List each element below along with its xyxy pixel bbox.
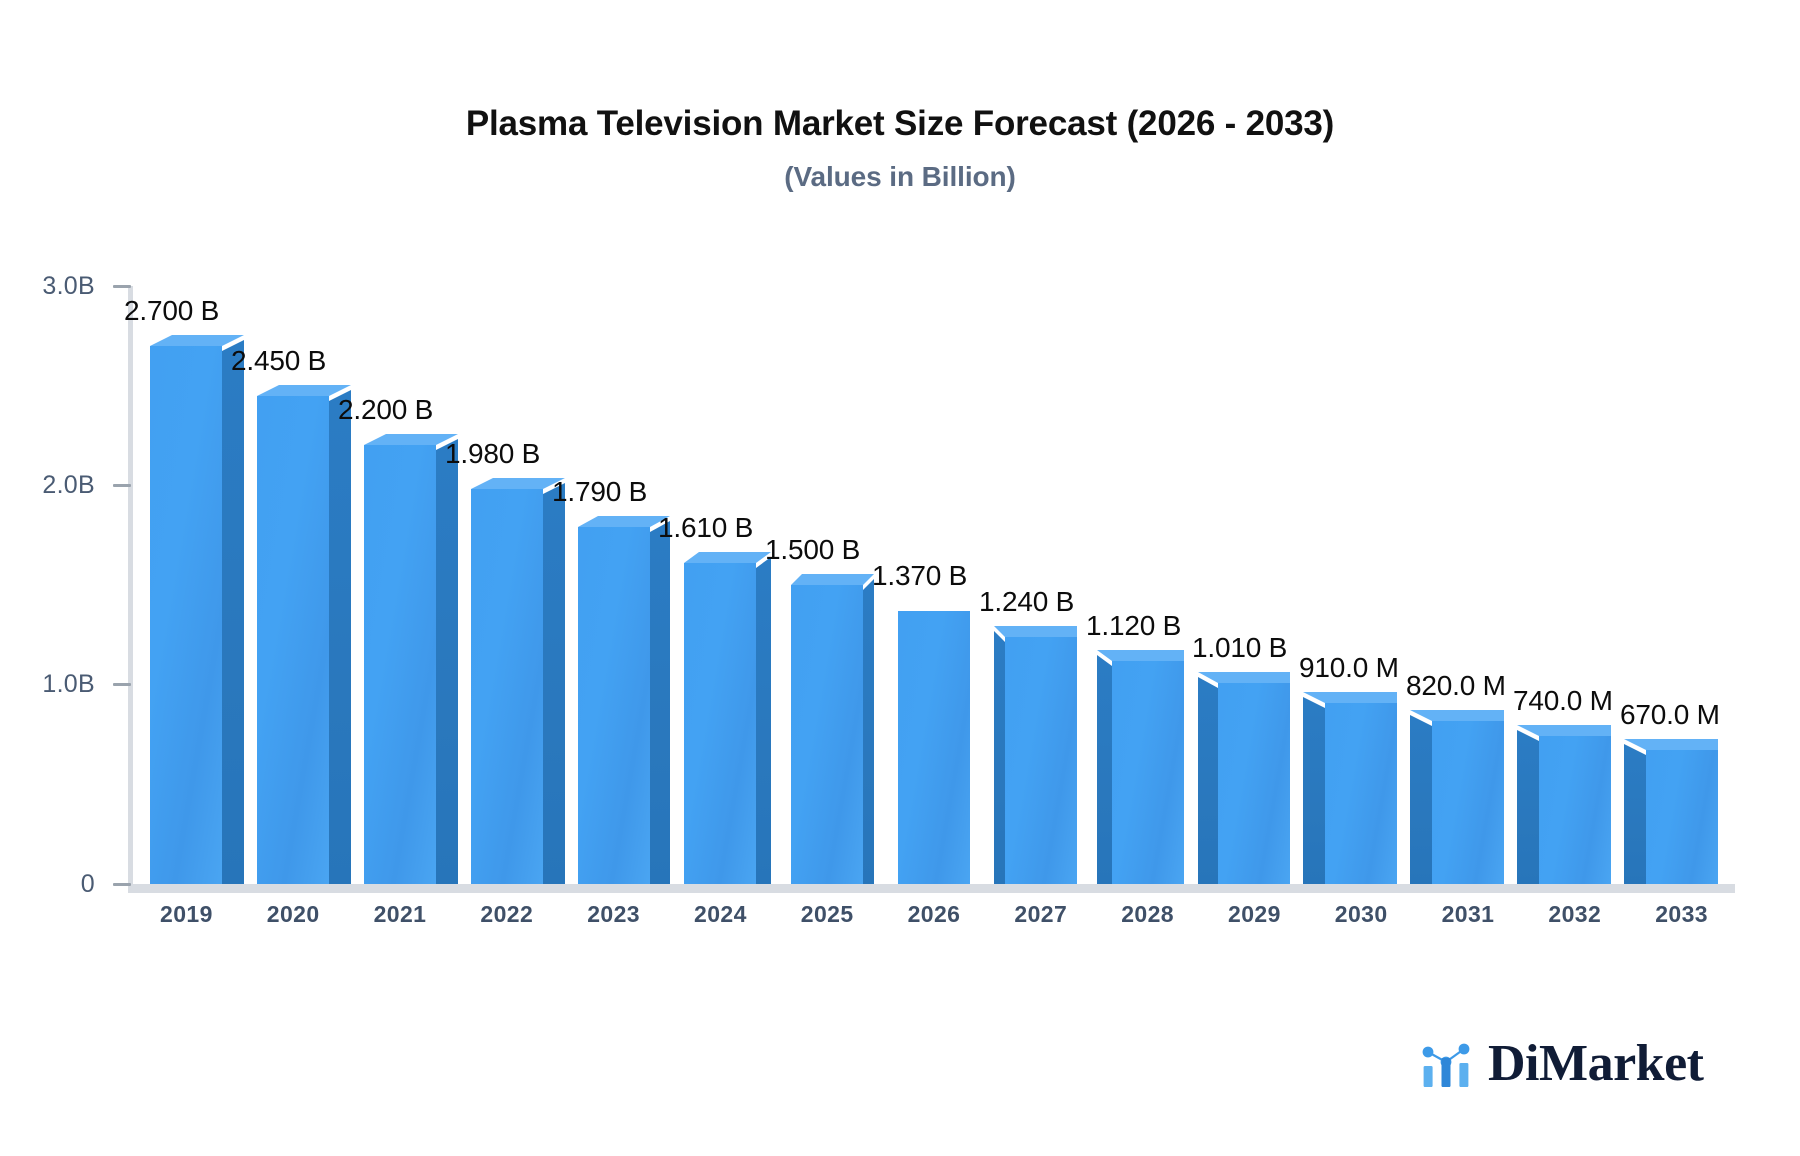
bar-front-face	[364, 445, 436, 884]
dimarket-logo: DiMarket	[1418, 1035, 1704, 1092]
bar-value-label: 1.240 B	[979, 586, 1075, 617]
title-block: Plasma Television Market Size Forecast (…	[0, 104, 1800, 193]
bar-side-face	[1624, 743, 1646, 884]
bar-side-face	[222, 339, 244, 884]
x-axis-label-2028: 2028	[1121, 901, 1174, 927]
bar-2029[interactable]	[1198, 672, 1290, 884]
x-axis-line	[128, 884, 1735, 893]
bar-front-face	[257, 396, 329, 884]
bar-2032[interactable]	[1517, 725, 1611, 884]
x-axis-label-2029: 2029	[1228, 901, 1281, 927]
bar-side-face	[1410, 714, 1432, 884]
bar-front-face	[578, 527, 650, 884]
x-axis-label-2019: 2019	[160, 901, 213, 927]
bar-chart-dots-icon	[1422, 1043, 1470, 1087]
bar-side-face	[1097, 654, 1112, 884]
bar-front-face	[1646, 750, 1718, 884]
x-axis-label-2021: 2021	[373, 901, 427, 927]
bar-front-face	[1325, 703, 1397, 884]
bar-side-face	[994, 630, 1005, 884]
bar-top-face	[1303, 692, 1397, 703]
bar-front-face	[898, 611, 970, 884]
bar-value-label: 910.0 M	[1299, 652, 1399, 683]
bar-2020[interactable]	[257, 385, 351, 884]
bar-value-label: 1.790 B	[552, 476, 648, 507]
bar-value-label: 1.120 B	[1086, 610, 1182, 641]
bar-top-face	[1624, 739, 1718, 750]
bar-2027[interactable]	[994, 626, 1077, 884]
bar-front-face	[791, 585, 863, 884]
x-axis-label-2024: 2024	[694, 901, 747, 927]
x-axis-label-2030: 2030	[1334, 901, 1388, 927]
bar-top-face	[1198, 672, 1290, 683]
bar-value-label: 740.0 M	[1513, 685, 1613, 716]
bar-top-face	[1517, 725, 1611, 736]
bar-value-label: 1.010 B	[1192, 632, 1288, 663]
y-axis-line	[128, 286, 133, 886]
bar-side-face	[543, 482, 565, 884]
x-axis-label-2032: 2032	[1548, 901, 1602, 927]
x-axis-label-2026: 2026	[907, 901, 961, 927]
bar-2024[interactable]	[684, 552, 771, 884]
bar-top-face	[471, 478, 565, 489]
bar-front-face	[1218, 683, 1290, 884]
bar-front-face	[684, 563, 756, 884]
bar-side-face	[1198, 676, 1218, 884]
bar-top-face	[364, 434, 458, 445]
bar-value-label: 1.370 B	[872, 560, 968, 591]
bar-value-label: 2.450 B	[231, 345, 327, 376]
bar-2019[interactable]	[150, 335, 244, 884]
bar-top-face	[994, 626, 1077, 637]
chart-title: Plasma Television Market Size Forecast (…	[465, 104, 1335, 143]
x-axis-label-2025: 2025	[800, 901, 854, 927]
bar-side-face	[329, 389, 351, 884]
bar-top-face	[578, 516, 670, 527]
bar-value-label: 1.610 B	[658, 512, 754, 543]
x-axis-label-2023: 2023	[587, 901, 640, 927]
bar-front-face	[1432, 721, 1504, 884]
bar-top-face	[791, 574, 874, 585]
bar-value-label: 1.980 B	[445, 438, 541, 469]
bar-2028[interactable]	[1097, 650, 1184, 884]
bar-value-label: 670.0 M	[1620, 699, 1720, 730]
bar-top-face	[1410, 710, 1504, 721]
bar-front-face	[471, 489, 543, 884]
bar-side-face	[1303, 696, 1325, 884]
bar-value-label: 2.200 B	[338, 394, 434, 425]
bar-top-face	[1097, 650, 1184, 661]
x-axis-label-2020: 2020	[266, 901, 320, 927]
bar-2025[interactable]	[791, 574, 874, 884]
bar-2033[interactable]	[1624, 739, 1718, 884]
bar-value-label: 2.700 B	[124, 295, 220, 326]
bar-2023[interactable]	[578, 516, 670, 884]
bar-front-face	[1005, 637, 1077, 884]
bar-side-face	[756, 556, 771, 884]
x-axis-label-2031: 2031	[1441, 901, 1495, 927]
bar-front-face	[150, 346, 222, 884]
bar-2031[interactable]	[1410, 710, 1504, 884]
bar-top-face	[684, 552, 771, 563]
x-axis-label-2022: 2022	[480, 901, 534, 927]
bar-side-face	[863, 578, 874, 884]
x-axis-label-2027: 2027	[1014, 901, 1068, 927]
bar-side-face	[650, 520, 670, 884]
bar-value-label: 820.0 M	[1406, 670, 1506, 701]
bar-2021[interactable]	[364, 434, 458, 884]
bar-side-face	[1517, 729, 1539, 884]
chart-subtitle: (Values in Billion)	[784, 161, 1016, 193]
x-axis-label-2033: 2033	[1655, 901, 1708, 927]
bar-side-face	[436, 438, 458, 884]
bar-front-face	[1112, 661, 1184, 884]
logo-wordmark: DiMarket	[1488, 1035, 1704, 1092]
bar-2026[interactable]	[898, 600, 970, 884]
bar-2030[interactable]	[1303, 692, 1397, 884]
bar-top-face	[150, 335, 244, 346]
bar-front-face	[1539, 736, 1611, 884]
bar-top-face	[257, 385, 351, 396]
bar-2022[interactable]	[471, 478, 565, 884]
bar-value-label: 1.500 B	[765, 534, 861, 565]
